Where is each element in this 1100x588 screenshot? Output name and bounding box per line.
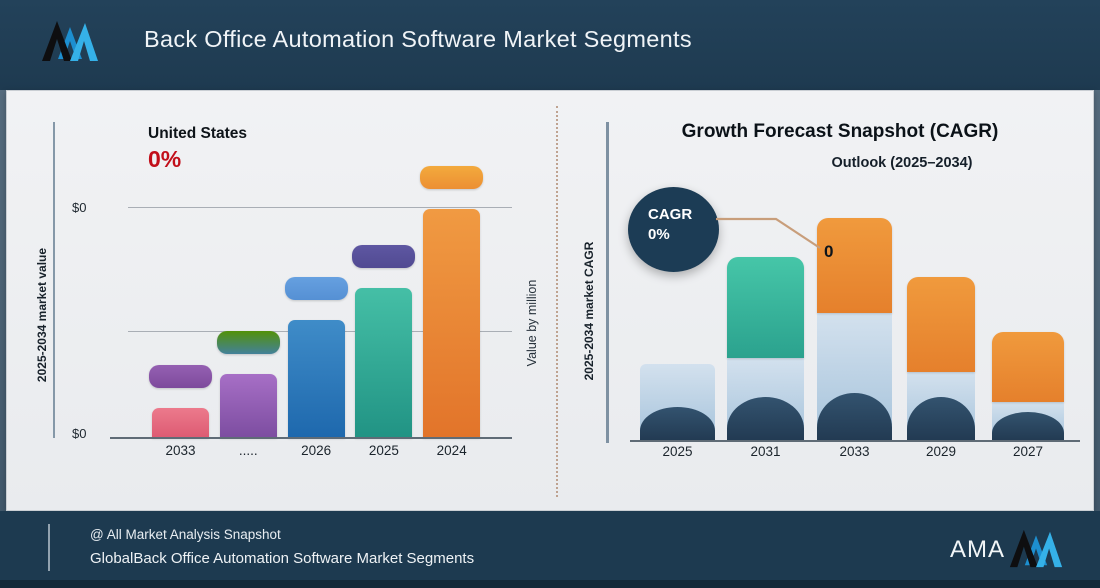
left-chart-growth-value: 0% (148, 146, 182, 172)
segment-dark-blue-dome (640, 407, 715, 441)
right-stacked-bar-2031 (727, 257, 804, 441)
left-x-label: 2033 (165, 443, 196, 458)
left-chart-title: United States (148, 125, 248, 142)
left-x-axis-line (110, 437, 512, 439)
segment-orange (907, 277, 975, 372)
right-stacked-bar-2025 (640, 364, 715, 441)
footer-credit: @ All Market Analysis Snapshot (90, 527, 281, 542)
left-x-label: 2025 (368, 443, 399, 458)
right-x-label: 2027 (1012, 444, 1044, 459)
right-x-label: 2029 (925, 444, 957, 459)
right-y-axis-title: 2025-2034 market CAGR (582, 241, 596, 381)
left-bar-cap-..... (216, 331, 280, 354)
left-bar-2024 (423, 209, 481, 438)
right-y-axis-line (606, 122, 609, 443)
left-gridline-top (128, 207, 512, 208)
segment-orange (817, 218, 892, 313)
left-bar-2025 (355, 288, 413, 438)
footer: @ All Market Analysis Snapshot GlobalBac… (0, 511, 1100, 588)
cagr-badge-value: 0% (648, 225, 670, 243)
segment-dark-blue-dome (817, 393, 892, 441)
left-bar-2026 (287, 320, 345, 438)
left-y-axis-line (53, 122, 55, 438)
footer-divider-line (48, 524, 50, 571)
left-bar-..... (219, 374, 277, 438)
right-x-label: 2025 (662, 444, 693, 459)
left-bar-cap-2033 (149, 365, 212, 388)
page-title: Back Office Automation Software Market S… (144, 26, 692, 52)
header: Back Office Automation Software Market S… (0, 0, 1100, 90)
right-x-axis-line (630, 440, 1080, 442)
segment-dark-blue-dome (992, 412, 1064, 441)
value-by-million-label: Value by million (525, 279, 539, 367)
left-bar-cap-2025 (352, 245, 416, 268)
left-bar-cap-2026 (284, 277, 348, 300)
ama-logo-icon (42, 21, 98, 61)
segment-dark-blue-dome (727, 397, 804, 441)
segment-orange (992, 332, 1064, 402)
left-x-label: 2024 (436, 443, 467, 458)
right-chart-annotation-zero: 0 (824, 242, 834, 261)
right-stacked-bar-2029 (907, 277, 975, 441)
left-y-tick-top: $0 (72, 200, 87, 215)
left-bar-cap-2024 (420, 166, 484, 189)
left-y-axis-title: 2025-2034 market value (35, 247, 49, 383)
footer-ama-logo-icon (1009, 529, 1063, 568)
cagr-connector-line (716, 217, 821, 249)
cagr-badge: CAGR 0% (628, 187, 719, 272)
right-x-label: 2033 (839, 444, 870, 459)
left-x-label: 2026 (301, 443, 332, 458)
right-x-label: 2031 (750, 444, 781, 459)
footer-bottom-strip (0, 580, 1100, 588)
cagr-badge-label: CAGR (648, 206, 693, 223)
left-y-tick-bottom: $0 (72, 426, 87, 441)
footer-brand-text: AMA (950, 536, 1006, 563)
left-x-label: ..... (238, 443, 258, 458)
right-stacked-bar-2027 (992, 332, 1064, 441)
footer-report-name: GlobalBack Office Automation Software Ma… (90, 550, 475, 567)
charts-divider-dotted-line (556, 106, 558, 497)
segment-dark-blue-dome (907, 397, 975, 441)
right-chart-title: Growth Forecast Snapshot (CAGR) (681, 121, 999, 142)
right-stacked-bar-2033 (817, 218, 892, 441)
left-bar-2033 (152, 408, 209, 438)
segment-teal (727, 257, 804, 358)
right-chart-subtitle: Outlook (2025–2034) (831, 155, 973, 171)
